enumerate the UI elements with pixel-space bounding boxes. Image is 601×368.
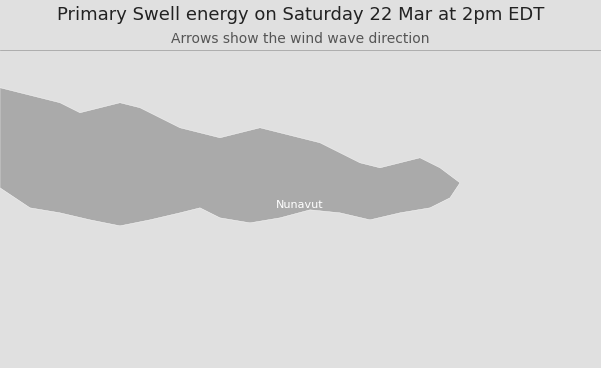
Text: Arrows show the wind wave direction: Arrows show the wind wave direction: [171, 32, 430, 46]
Text: Nunavut: Nunavut: [276, 200, 324, 210]
Text: Primary Swell energy on Saturday 22 Mar at 2pm EDT: Primary Swell energy on Saturday 22 Mar …: [57, 6, 544, 24]
Polygon shape: [0, 88, 460, 226]
